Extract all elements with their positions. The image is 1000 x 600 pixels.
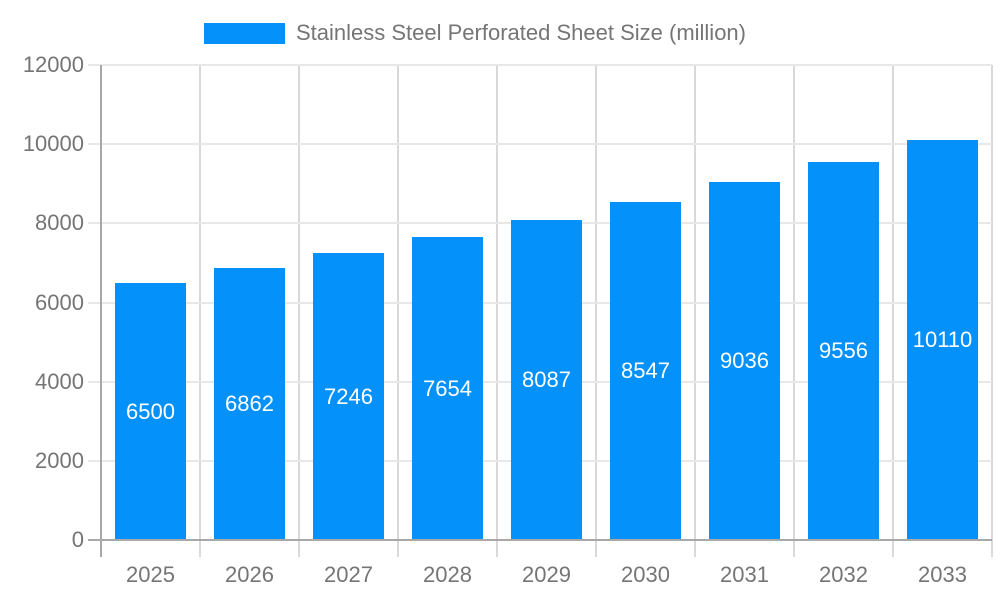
x-axis-tick-label: 2029 — [522, 562, 571, 587]
x-axis-tick-label: 2031 — [720, 562, 769, 587]
vertical-gridline — [595, 65, 597, 557]
x-axis-line — [88, 539, 992, 541]
bar: 6500 — [115, 283, 186, 540]
y-axis-tick-label: 4000 — [35, 368, 84, 394]
bar: 7654 — [412, 237, 483, 540]
vertical-gridline — [496, 65, 498, 557]
bar: 9036 — [709, 182, 780, 540]
vertical-gridline — [991, 65, 993, 557]
bar-value-label: 9556 — [819, 338, 868, 363]
y-axis-tick-label: 6000 — [35, 289, 84, 315]
bar-value-label: 7654 — [423, 375, 472, 401]
y-axis-tick-label: 12000 — [22, 52, 84, 77]
y-axis-tick-label: 8000 — [35, 210, 84, 236]
y-axis-tick-label: 10000 — [22, 131, 84, 157]
legend: Stainless Steel Perforated Sheet Size (m… — [204, 20, 746, 45]
bar-value-label: 6500 — [126, 398, 175, 424]
vertical-gridline — [199, 65, 201, 557]
vertical-gridline — [892, 65, 894, 557]
legend-label: Stainless Steel Perforated Sheet Size (m… — [296, 20, 746, 45]
vertical-gridline — [298, 65, 300, 557]
x-axis-tick-label: 2025 — [126, 562, 175, 587]
x-axis-tick-label: 2027 — [324, 562, 373, 587]
x-axis-tick-label: 2030 — [621, 562, 670, 587]
vertical-gridline — [694, 65, 696, 557]
bar: 9556 — [808, 162, 879, 540]
bar-value-label: 7246 — [324, 383, 373, 409]
vertical-gridline — [397, 65, 399, 557]
y-axis-tick-label: 2000 — [35, 447, 84, 473]
bar-value-label: 6862 — [225, 391, 274, 416]
bar: 8087 — [511, 220, 582, 540]
horizontal-gridline — [88, 143, 992, 146]
legend-swatch — [204, 22, 285, 44]
x-axis-tick-label: 2026 — [225, 562, 274, 587]
y-axis-tick-label: 0 — [71, 527, 84, 552]
bar: 7246 — [313, 253, 384, 540]
horizontal-gridline — [88, 64, 992, 66]
bar-value-label: 8547 — [621, 358, 670, 383]
bar-value-label: 8087 — [522, 367, 571, 392]
bar: 10110 — [907, 140, 978, 540]
vertical-gridline — [793, 65, 795, 557]
x-axis-tick-label: 2032 — [819, 562, 868, 587]
bar-value-label: 10110 — [912, 327, 973, 352]
y-axis-line — [100, 65, 102, 557]
bar-value-label: 9036 — [720, 348, 769, 373]
x-axis-tick-label: 2033 — [918, 562, 967, 587]
bar: 6862 — [214, 268, 285, 540]
bar: 8547 — [610, 202, 681, 540]
x-axis-tick-label: 2028 — [423, 562, 472, 587]
